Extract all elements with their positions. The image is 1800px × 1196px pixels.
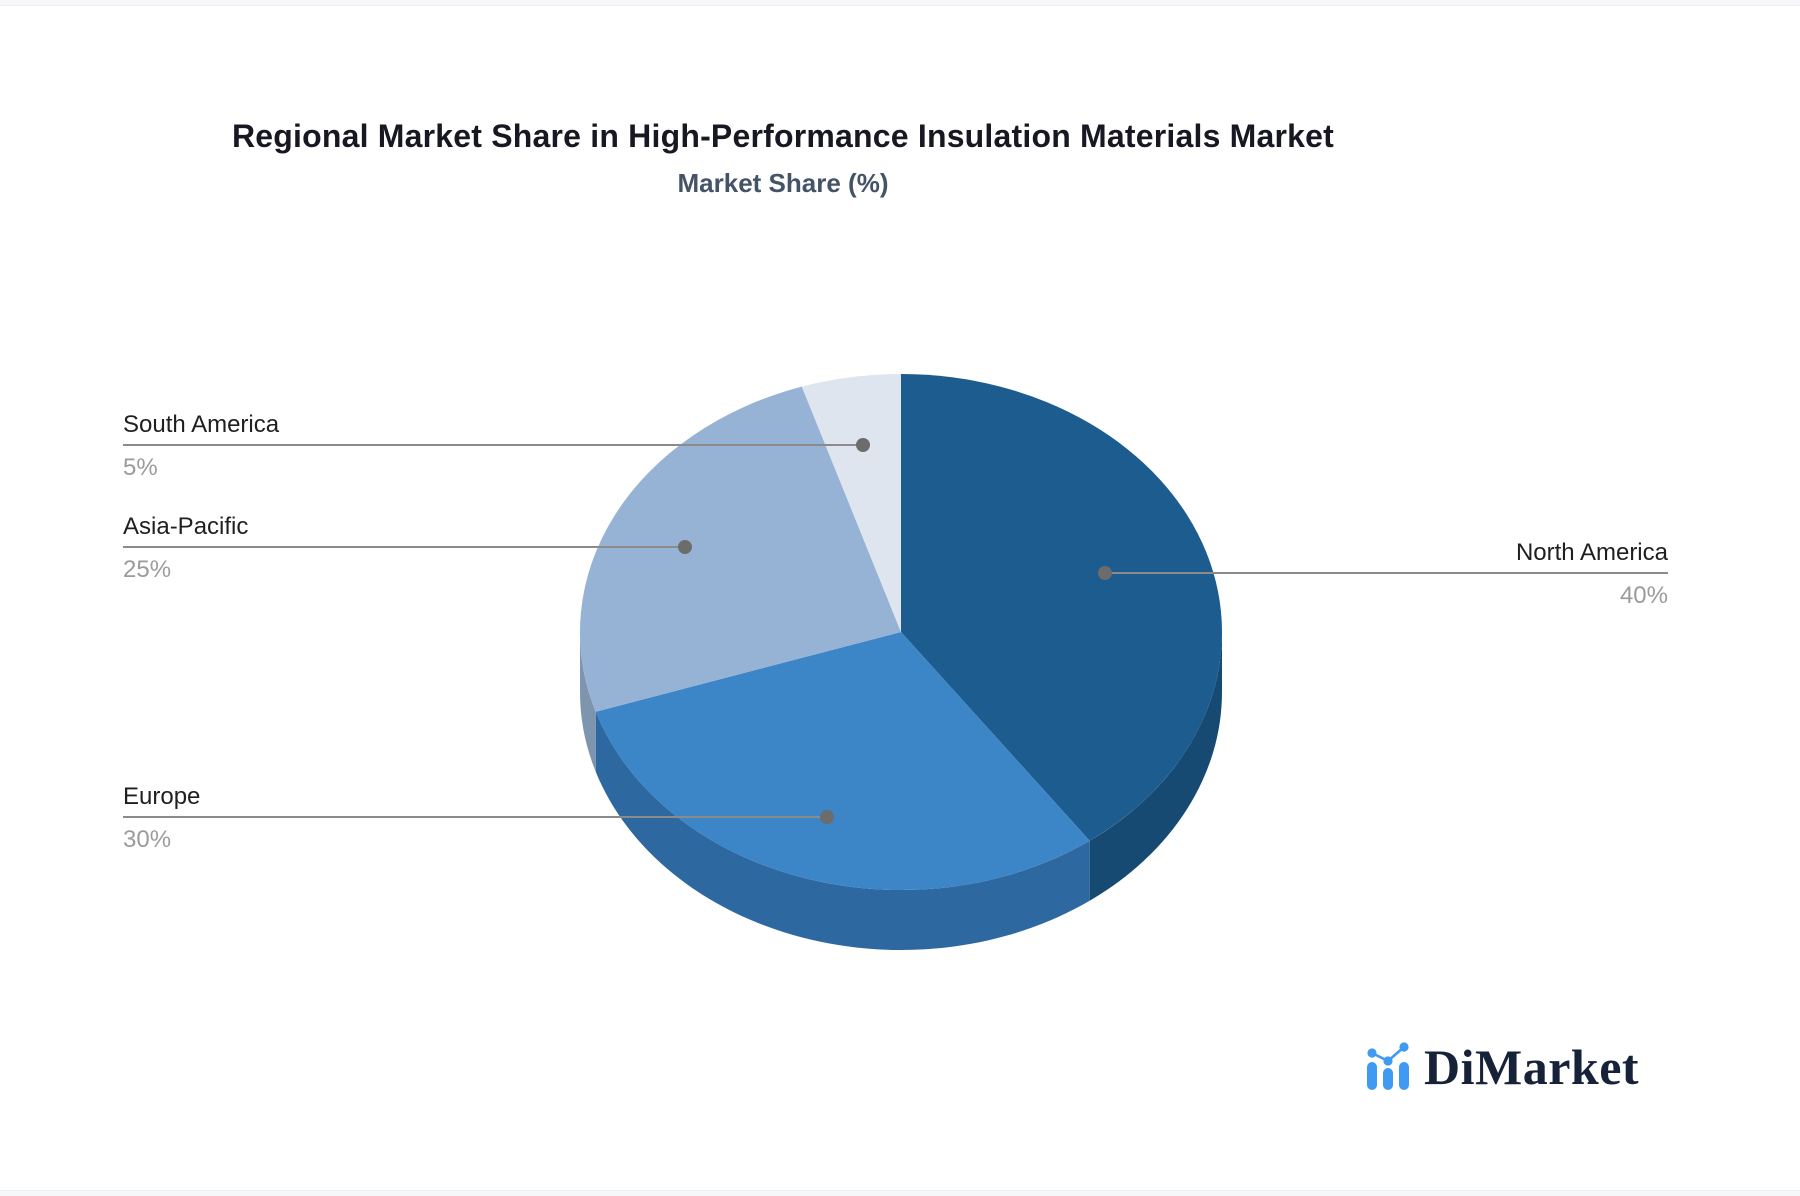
chart-subtitle: Market Share (%) xyxy=(677,168,889,198)
pie-slice-europe[interactable] xyxy=(595,632,1090,891)
label-north-america: North America xyxy=(1516,539,1668,567)
chart-title: Regional Market Share in High-Performanc… xyxy=(231,118,1335,154)
label-asia-pacific-name: Asia-Pacific xyxy=(123,513,249,540)
label-south-america-pct-wrap: 5% xyxy=(123,454,158,482)
top-edge-strip xyxy=(0,0,1800,6)
pie-slice-south-america[interactable] xyxy=(801,374,901,632)
label-europe-pct: 30% xyxy=(123,826,172,853)
label-asia-pacific-pct: 25% xyxy=(123,556,172,583)
leader-dot-north-america xyxy=(1098,566,1112,580)
label-south-america-name: South America xyxy=(123,411,280,438)
label-europe-pct-wrap: 30% xyxy=(123,826,171,854)
pie-slice-side-north-america xyxy=(1089,632,1222,901)
pie-slice-asia-pacific[interactable] xyxy=(580,386,901,712)
pie-slice-north-america[interactable] xyxy=(901,374,1222,841)
pie-slice-side-europe xyxy=(595,711,1090,951)
label-europe: Europe xyxy=(123,783,200,811)
leader-dot-asia-pacific xyxy=(678,540,692,554)
leader-dot-south-america xyxy=(856,438,870,452)
brand-logo: DiMarket xyxy=(1364,1042,1639,1092)
label-north-america-pct-wrap: 40% xyxy=(1620,582,1668,610)
label-north-america-name: North America xyxy=(1515,539,1668,566)
label-south-america: South America xyxy=(123,411,279,439)
brand-logo-text: DiMarket xyxy=(1424,1039,1640,1095)
pie-slice-side-asia-pacific xyxy=(580,632,596,772)
label-asia-pacific: Asia-Pacific xyxy=(123,513,248,541)
leader-dot-europe xyxy=(820,810,834,824)
label-asia-pacific-pct-wrap: 25% xyxy=(123,556,171,584)
label-europe-name: Europe xyxy=(123,783,201,810)
label-south-america-pct: 5% xyxy=(123,454,158,481)
bar-chart-logo-icon xyxy=(1367,1042,1409,1090)
bottom-edge-strip xyxy=(0,1190,1800,1196)
label-north-america-pct: 40% xyxy=(1619,582,1668,609)
